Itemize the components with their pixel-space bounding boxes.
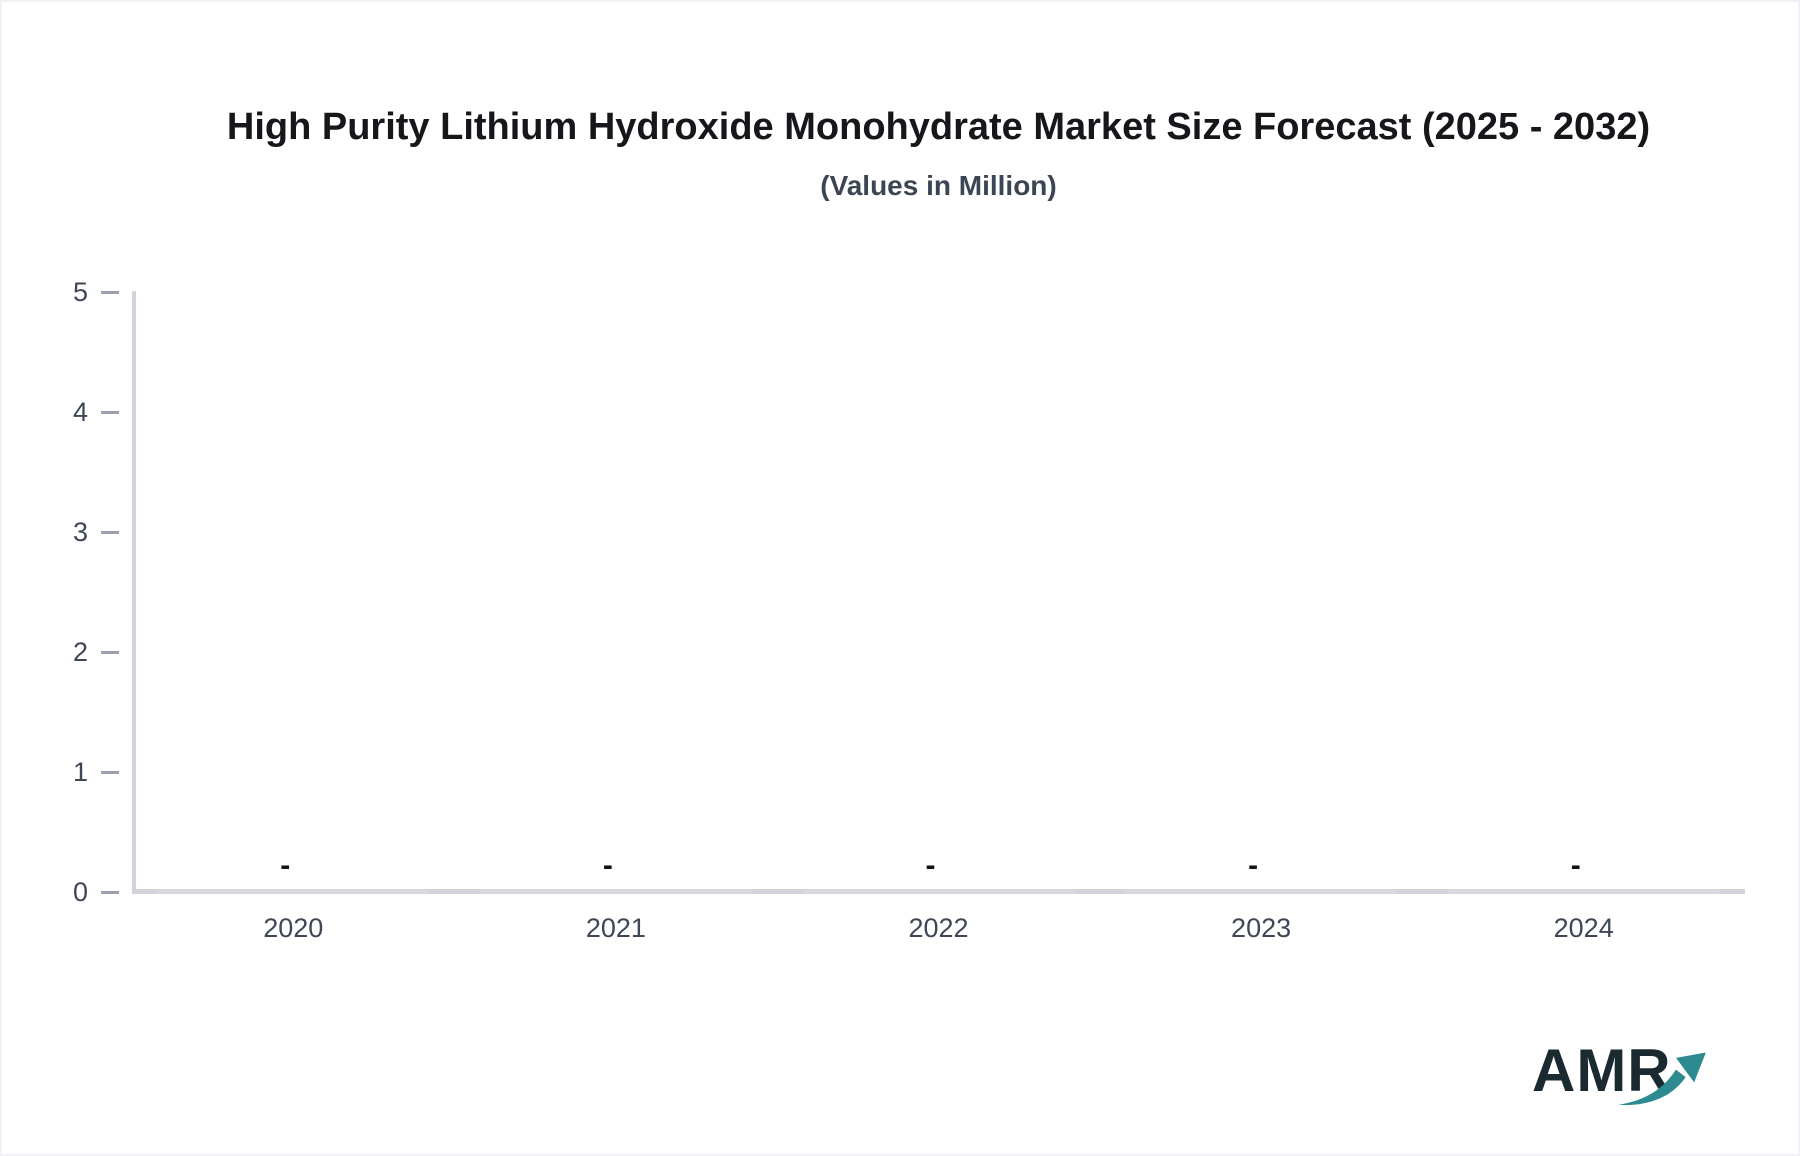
x-axis-tick-label: 2022 — [908, 913, 969, 943]
bar-value-label: - — [925, 849, 936, 882]
y-axis-tick — [101, 770, 119, 774]
amr-logo-text: AMR — [1532, 1037, 1672, 1104]
bar-value-label: - — [1570, 849, 1581, 882]
bar — [157, 889, 430, 894]
bar — [1447, 889, 1720, 894]
y-axis-tick-label: 0 — [72, 876, 88, 907]
bar — [479, 889, 752, 894]
bar — [1125, 889, 1398, 894]
x-axis-tick-label: 2020 — [263, 913, 324, 943]
y-axis-tick — [101, 890, 119, 894]
x-axis-tick-label: 2023 — [1231, 913, 1292, 943]
y-axis-tick — [101, 530, 119, 534]
chart-subtitle: (Values in Million) — [820, 170, 1057, 201]
bar-value-label: - — [602, 849, 613, 882]
bar — [802, 889, 1075, 894]
x-axis-tick-label: 2021 — [585, 913, 646, 943]
y-axis-tick-label: 2 — [72, 636, 88, 667]
bar-value-label: - — [1248, 849, 1259, 882]
amr-logo: AMR — [1526, 1032, 1726, 1112]
y-axis-tick-label: 1 — [72, 756, 88, 787]
chart-title: High Purity Lithium Hydroxide Monohydrat… — [226, 106, 1651, 148]
trend-up-arrow-icon — [1618, 1052, 1706, 1106]
y-axis-tick-label: 4 — [72, 396, 88, 427]
y-axis-tick — [101, 410, 119, 414]
x-axis-tick-label: 2024 — [1553, 913, 1614, 943]
y-axis-tick — [101, 290, 119, 294]
y-axis-tick-label: 5 — [72, 276, 88, 307]
y-axis-tick-label: 3 — [72, 516, 88, 547]
y-axis-tick — [101, 650, 119, 654]
bar-value-label: - — [280, 849, 291, 882]
y-axis-line — [132, 291, 136, 894]
